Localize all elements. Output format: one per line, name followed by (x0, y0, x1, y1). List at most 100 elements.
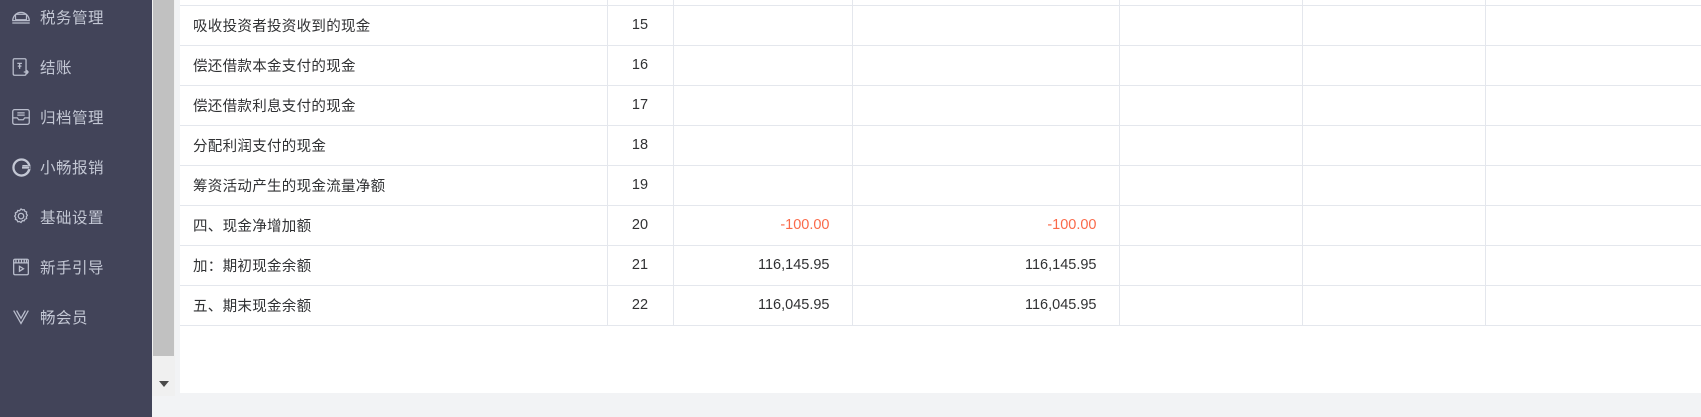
row-value-ytd[interactable] (852, 45, 1120, 86)
row-line-number: 18 (607, 125, 674, 166)
row-value-extra-2[interactable] (1302, 285, 1486, 326)
row-value-extra-2[interactable] (1302, 5, 1486, 46)
table-body: 取得借款收到的现金 14 吸收投资者投资收到的现金 15 (180, 0, 1701, 326)
sidebar-item-tax-management[interactable]: 税务管理 (0, 0, 152, 42)
table-row[interactable]: 吸收投资者投资收到的现金 15 (180, 5, 1701, 46)
row-value-ytd[interactable]: -100.00 (852, 205, 1120, 246)
row-value-current[interactable] (673, 45, 853, 86)
row-item-name: 偿还借款利息支付的现金 (180, 85, 608, 126)
row-value-ytd[interactable]: 116,145.95 (852, 245, 1120, 286)
row-item-name: 分配利润支付的现金 (180, 125, 608, 166)
row-value-extra-1[interactable] (1119, 165, 1303, 206)
row-line-number: 20 (607, 205, 674, 246)
sidebar: 税务管理 结账 (0, 0, 152, 417)
row-value-extra-3[interactable] (1485, 205, 1701, 246)
row-value-ytd[interactable]: 116,045.95 (852, 285, 1120, 326)
row-value-extra-1[interactable] (1119, 125, 1303, 166)
sidebar-item-archive-management[interactable]: 归档管理 (0, 92, 152, 142)
archive-box-icon (2, 106, 40, 128)
row-value-extra-3[interactable] (1485, 85, 1701, 126)
play-guide-icon (2, 256, 40, 278)
table-row[interactable]: 分配利润支付的现金 18 (180, 125, 1701, 166)
sidebar-item-settle-account[interactable]: 结账 (0, 42, 152, 92)
table-row[interactable]: 偿还借款本金支付的现金 16 (180, 45, 1701, 86)
table-row[interactable]: 偿还借款利息支付的现金 17 (180, 85, 1701, 126)
row-value-current[interactable]: 116,145.95 (673, 245, 853, 286)
row-value-extra-1[interactable] (1119, 0, 1303, 6)
row-item-name: 偿还借款本金支付的现金 (180, 45, 608, 86)
expense-g-icon (2, 157, 40, 178)
row-value-extra-2[interactable] (1302, 45, 1486, 86)
row-line-number: 14 (607, 0, 674, 6)
gear-icon (2, 206, 40, 228)
row-item-name: 筹资活动产生的现金流量净额 (180, 165, 608, 206)
sidebar-item-chang-vip[interactable]: 畅会员 (0, 292, 152, 342)
row-value-extra-1[interactable] (1119, 85, 1303, 126)
sidebar-item-label: 小畅报销 (40, 160, 105, 177)
sidebar-item-xiaochang-expense[interactable]: 小畅报销 (0, 142, 152, 192)
table-row[interactable]: 五、期末现金余额 22 116,045.95 116,045.95 (180, 285, 1701, 326)
row-line-number: 21 (607, 245, 674, 286)
row-value-ytd[interactable] (852, 165, 1120, 206)
sidebar-item-beginner-guide[interactable]: 新手引导 (0, 242, 152, 292)
sidebar-nav-list: 税务管理 结账 (0, 0, 152, 342)
sidebar-item-label: 归档管理 (40, 110, 105, 127)
row-line-number: 16 (607, 45, 674, 86)
table-row[interactable]: 取得借款收到的现金 14 (180, 0, 1701, 6)
row-value-ytd[interactable] (852, 0, 1120, 6)
row-value-extra-2[interactable] (1302, 125, 1486, 166)
row-value-extra-3[interactable] (1485, 0, 1701, 6)
settle-account-icon (2, 56, 40, 78)
table-row[interactable]: 加：期初现金余额 21 116,145.95 116,145.95 (180, 245, 1701, 286)
table-row[interactable]: 筹资活动产生的现金流量净额 19 (180, 165, 1701, 206)
row-value-extra-3[interactable] (1485, 245, 1701, 286)
row-value-current[interactable]: -100.00 (673, 205, 853, 246)
sidebar-scrollbar-thumb[interactable] (153, 0, 174, 356)
table-row[interactable]: 四、现金净增加额 20 -100.00 -100.00 (180, 205, 1701, 246)
row-item-name: 取得借款收到的现金 (180, 0, 608, 6)
row-value-ytd[interactable] (852, 5, 1120, 46)
tax-seal-icon (2, 6, 40, 28)
row-value-ytd[interactable] (852, 125, 1120, 166)
cash-flow-report-panel: 取得借款收到的现金 14 吸收投资者投资收到的现金 15 (180, 0, 1701, 393)
sidebar-item-label: 结账 (40, 60, 73, 77)
sidebar-item-label: 畅会员 (40, 310, 89, 327)
row-value-current[interactable] (673, 125, 853, 166)
row-item-name: 吸收投资者投资收到的现金 (180, 5, 608, 46)
sidebar-item-label: 新手引导 (40, 260, 105, 277)
row-item-name: 四、现金净增加额 (180, 205, 608, 246)
row-value-extra-1[interactable] (1119, 5, 1303, 46)
cash-flow-table: 取得借款收到的现金 14 吸收投资者投资收到的现金 15 (180, 0, 1701, 326)
row-value-extra-3[interactable] (1485, 165, 1701, 206)
vip-v-icon (2, 306, 40, 328)
row-value-extra-3[interactable] (1485, 45, 1701, 86)
row-value-current[interactable]: 116,045.95 (673, 285, 853, 326)
row-value-extra-3[interactable] (1485, 285, 1701, 326)
row-value-extra-1[interactable] (1119, 245, 1303, 286)
sidebar-item-basic-settings[interactable]: 基础设置 (0, 192, 152, 242)
row-value-extra-3[interactable] (1485, 125, 1701, 166)
row-value-current[interactable] (673, 165, 853, 206)
row-value-extra-2[interactable] (1302, 165, 1486, 206)
row-line-number: 15 (607, 5, 674, 46)
row-value-extra-1[interactable] (1119, 285, 1303, 326)
row-value-ytd[interactable] (852, 85, 1120, 126)
chevron-down-icon (158, 381, 169, 387)
row-item-name: 五、期末现金余额 (180, 285, 608, 326)
sidebar-item-label: 基础设置 (40, 210, 105, 227)
row-item-name: 加：期初现金余额 (180, 245, 608, 286)
row-value-extra-2[interactable] (1302, 205, 1486, 246)
row-line-number: 19 (607, 165, 674, 206)
row-value-current[interactable] (673, 85, 853, 126)
row-value-extra-2[interactable] (1302, 0, 1486, 6)
sidebar-item-label: 税务管理 (40, 10, 105, 27)
row-value-extra-1[interactable] (1119, 205, 1303, 246)
row-value-extra-1[interactable] (1119, 45, 1303, 86)
sidebar-scroll-down-button[interactable] (152, 372, 175, 396)
row-value-extra-3[interactable] (1485, 5, 1701, 46)
row-value-extra-2[interactable] (1302, 85, 1486, 126)
row-value-current[interactable] (673, 5, 853, 46)
row-value-extra-2[interactable] (1302, 245, 1486, 286)
row-value-current[interactable] (673, 0, 853, 6)
